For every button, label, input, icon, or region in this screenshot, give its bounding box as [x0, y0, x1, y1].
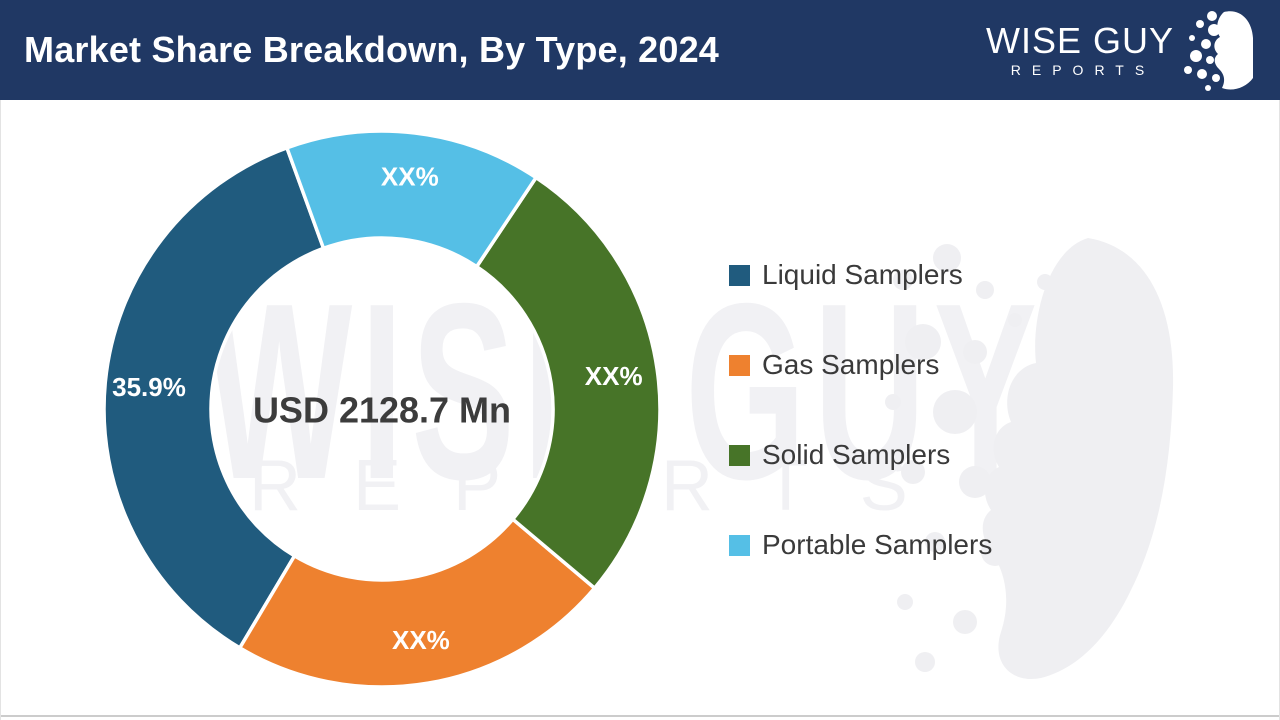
- legend-item-gas-samplers: Gas Samplers: [729, 349, 992, 380]
- legend-swatch: [729, 264, 750, 286]
- legend-swatch: [729, 444, 750, 466]
- brand-logo-text: WISE GUY REPORTS: [985, 20, 1174, 78]
- donut-slice-liquid-samplers: [102, 146, 326, 650]
- header-bar: Market Share Breakdown, By Type, 2024 WI…: [0, 0, 1280, 100]
- chart-area: WISE GUY REPORTS 35.9%XX%XX%XX%USD 2128.…: [0, 100, 1280, 720]
- page-title: Market Share Breakdown, By Type, 2024: [24, 29, 720, 70]
- brand-subtitle: REPORTS: [1010, 62, 1156, 78]
- legend-label: Portable Samplers: [762, 529, 993, 560]
- legend-swatch: [729, 354, 750, 376]
- donut-slice-gas-samplers: [238, 517, 597, 689]
- donut-slice-portable-samplers: [285, 129, 538, 269]
- legend-item-solid-samplers: Solid Samplers: [729, 439, 992, 470]
- bottom-divider: [1, 715, 1279, 717]
- donut-chart: 35.9% XX% XX% XX% USD 2128.7 Mn: [102, 129, 662, 689]
- slice-label-solid-samplers: XX%: [585, 361, 643, 391]
- legend-swatch: [729, 534, 750, 556]
- chart-legend: Liquid Samplers Gas Samplers Solid Sampl…: [729, 259, 993, 623]
- brand-logo: WISE GUY REPORTS: [986, 6, 1254, 94]
- legend-label: Liquid Samplers: [762, 259, 963, 290]
- face-dots-icon: [1184, 11, 1253, 91]
- legend-item-portable-samplers: Portable Samplers: [729, 529, 993, 560]
- slice-label-liquid-samplers: 35.9%: [112, 372, 186, 402]
- slice-label-portable-samplers: XX%: [381, 162, 439, 192]
- legend-label: Gas Samplers: [762, 349, 940, 380]
- legend-item-liquid-samplers: Liquid Samplers: [729, 259, 992, 290]
- donut-slice-solid-samplers: [474, 175, 662, 590]
- watermark-face-dots: [885, 238, 1174, 679]
- donut-center-value: USD 2128.7 Mn: [253, 390, 511, 431]
- legend-label: Solid Samplers: [762, 439, 951, 470]
- brand-name: WISE GUY: [985, 20, 1174, 61]
- slice-label-gas-samplers: XX%: [392, 625, 450, 655]
